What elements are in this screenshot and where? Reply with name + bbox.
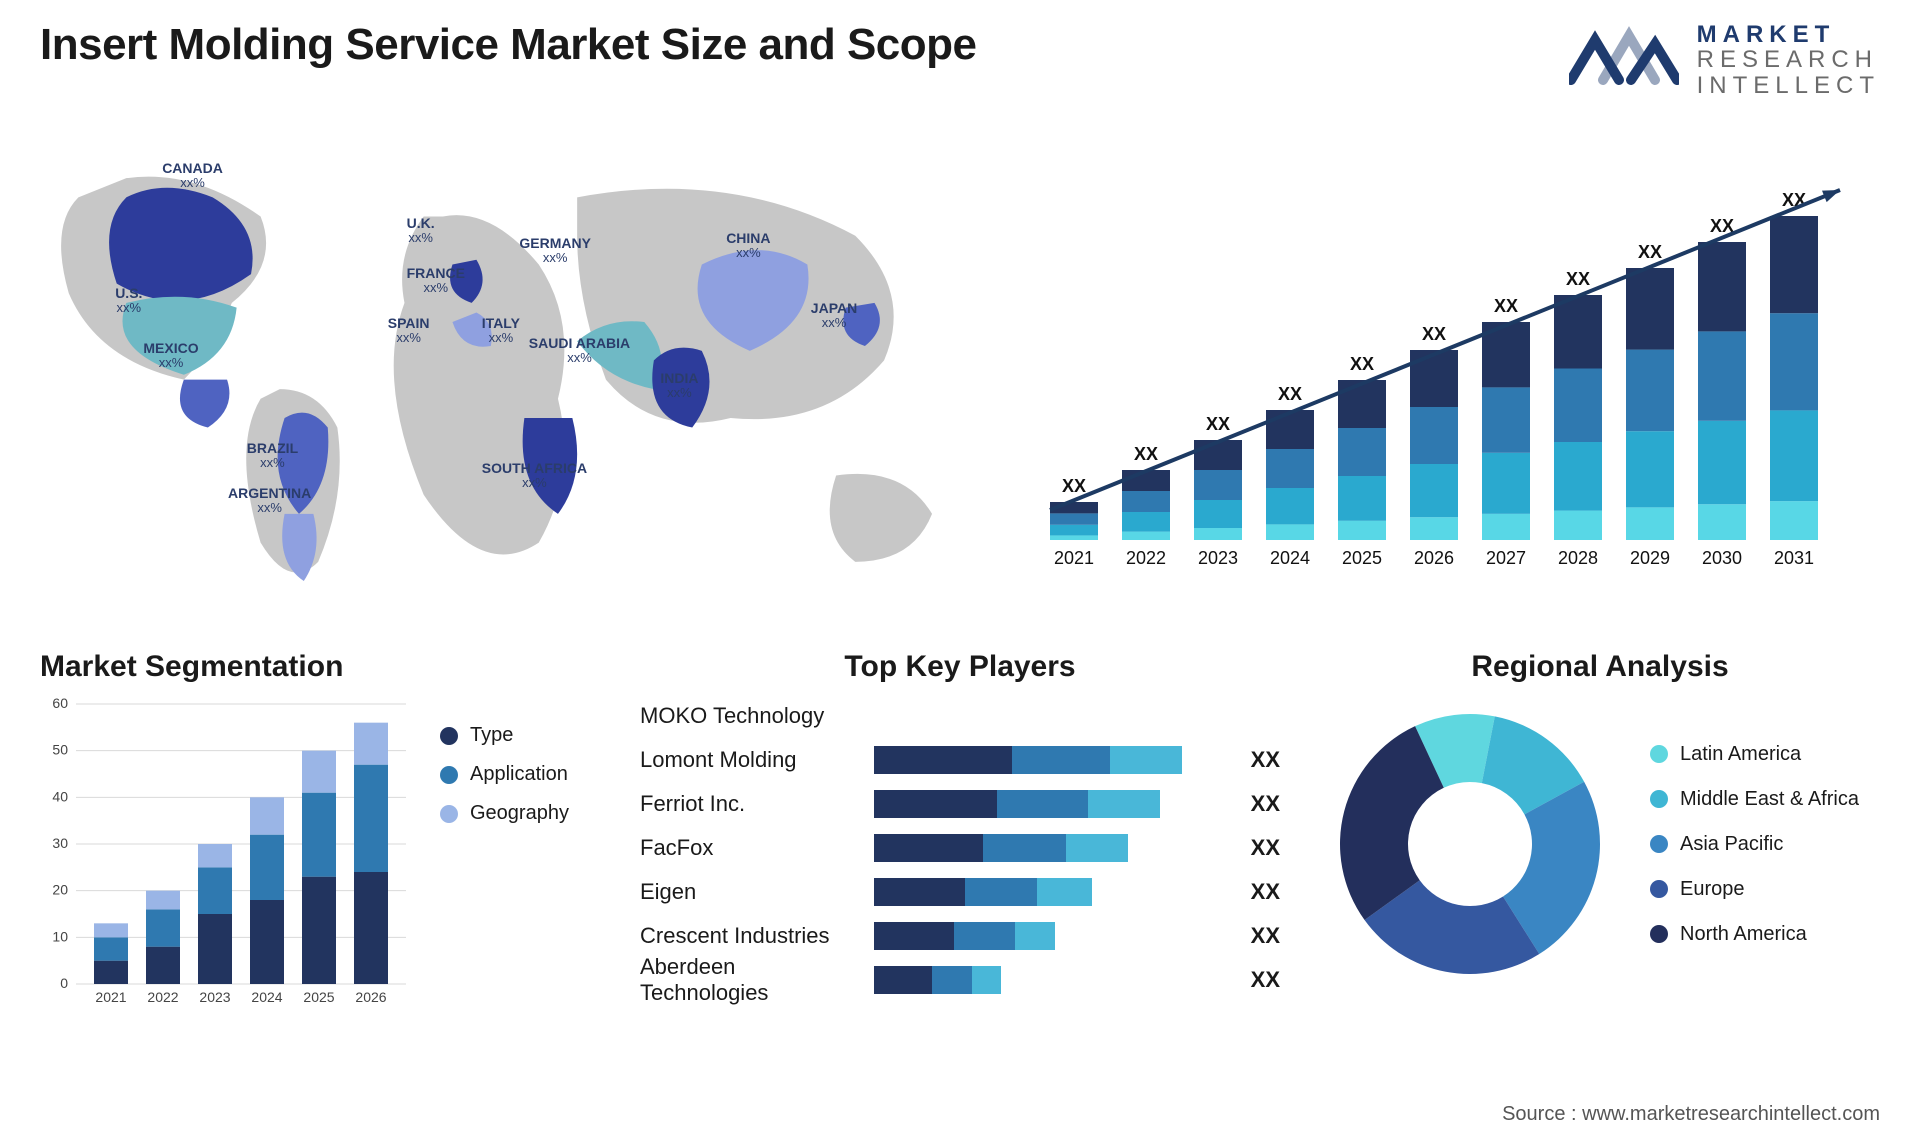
map-label: SOUTH AFRICAxx% — [482, 460, 587, 491]
svg-text:2025: 2025 — [1342, 548, 1382, 568]
players-title: Top Key Players — [640, 650, 1280, 684]
svg-text:2026: 2026 — [1414, 548, 1454, 568]
segmentation-title: Market Segmentation — [40, 650, 600, 684]
player-row: EigenXX — [640, 870, 1280, 914]
map-label: GERMANYxx% — [519, 235, 591, 266]
svg-text:2031: 2031 — [1774, 548, 1814, 568]
svg-text:XX: XX — [1494, 296, 1518, 316]
svg-text:2028: 2028 — [1558, 548, 1598, 568]
legend-item: Latin America — [1650, 743, 1859, 766]
map-label: ITALYxx% — [482, 315, 520, 346]
regional-panel: Regional Analysis Latin America Middle Ea… — [1320, 650, 1880, 1014]
svg-text:60: 60 — [52, 695, 68, 711]
legend-item: Application — [440, 763, 569, 786]
growth-chart: XX 2021 XX 2022 XX 2023 XX 2024 XX 2025 XX 2026 XX 20… — [1020, 120, 1880, 620]
svg-text:XX: XX — [1206, 414, 1230, 434]
player-row: Crescent IndustriesXX — [640, 914, 1280, 958]
brand-line2: RESEARCH — [1697, 47, 1880, 72]
segmentation-chart: 0 10 20 30 40 50 60 2021 2022 2023 2024 2025 2026 — [40, 694, 420, 1014]
legend-item: Europe — [1650, 878, 1859, 901]
legend-item: North America — [1650, 923, 1859, 946]
regional-donut — [1320, 694, 1620, 994]
svg-text:2022: 2022 — [147, 989, 178, 1005]
map-label: U.K.xx% — [407, 215, 435, 246]
legend-item: Middle East & Africa — [1650, 788, 1859, 811]
player-row: FacFoxXX — [640, 826, 1280, 870]
brand-line1: MARKET — [1697, 22, 1880, 47]
svg-text:XX: XX — [1350, 354, 1374, 374]
svg-text:2027: 2027 — [1486, 548, 1526, 568]
brand-line3: INTELLECT — [1697, 73, 1880, 98]
svg-text:2023: 2023 — [1198, 548, 1238, 568]
players-list: MOKO TechnologyLomont MoldingXXFerriot I… — [640, 694, 1280, 1002]
svg-text:2021: 2021 — [1054, 548, 1094, 568]
svg-text:XX: XX — [1422, 324, 1446, 344]
map-label: BRAZILxx% — [247, 440, 298, 471]
svg-text:2024: 2024 — [251, 989, 282, 1005]
world-map: CANADAxx% U.S.xx%MEXICOxx% BRAZILxx% ARGENT… — [40, 120, 980, 620]
map-label: MEXICOxx% — [143, 340, 198, 371]
players-panel: Top Key Players MOKO TechnologyLomont Mo… — [640, 650, 1280, 1014]
svg-text:2029: 2029 — [1630, 548, 1670, 568]
map-label: ARGENTINAxx% — [228, 485, 311, 516]
svg-text:2023: 2023 — [199, 989, 230, 1005]
svg-text:50: 50 — [52, 742, 68, 758]
segmentation-legend: Type Application Geography — [440, 724, 569, 1014]
svg-text:2026: 2026 — [355, 989, 386, 1005]
source-attribution: Source : www.marketresearchintellect.com — [1502, 1103, 1880, 1126]
map-label: CANADAxx% — [162, 160, 223, 191]
page-title: Insert Molding Service Market Size and S… — [40, 20, 977, 70]
growth-chart-svg: XX 2021 XX 2022 XX 2023 XX 2024 XX 2025 XX 2026 XX 20… — [1020, 120, 1860, 580]
player-row: Aberdeen TechnologiesXX — [640, 958, 1280, 1002]
player-row: MOKO Technology — [640, 694, 1280, 738]
svg-text:2025: 2025 — [303, 989, 334, 1005]
svg-text:2022: 2022 — [1126, 548, 1166, 568]
svg-text:40: 40 — [52, 788, 68, 804]
map-label: CHINAxx% — [726, 230, 770, 261]
svg-text:0: 0 — [60, 975, 68, 991]
map-label: U.S.xx% — [115, 285, 142, 316]
legend-item: Geography — [440, 802, 569, 825]
brand-mark-icon — [1569, 20, 1679, 100]
svg-text:XX: XX — [1278, 384, 1302, 404]
svg-text:XX: XX — [1062, 476, 1086, 496]
svg-text:2030: 2030 — [1702, 548, 1742, 568]
svg-text:2021: 2021 — [95, 989, 126, 1005]
regional-title: Regional Analysis — [1320, 650, 1880, 684]
svg-text:XX: XX — [1134, 444, 1158, 464]
svg-text:XX: XX — [1566, 269, 1590, 289]
regional-legend: Latin America Middle East & Africa Asia Pa… — [1650, 743, 1859, 946]
legend-item: Asia Pacific — [1650, 833, 1859, 856]
map-label: SAUDI ARABIAxx% — [529, 335, 630, 366]
svg-text:2024: 2024 — [1270, 548, 1310, 568]
svg-text:XX: XX — [1638, 242, 1662, 262]
svg-text:20: 20 — [52, 882, 68, 898]
player-row: Ferriot Inc.XX — [640, 782, 1280, 826]
map-label: JAPANxx% — [811, 300, 857, 331]
map-label: FRANCExx% — [407, 265, 465, 296]
player-row: Lomont MoldingXX — [640, 738, 1280, 782]
svg-text:10: 10 — [52, 928, 68, 944]
segmentation-panel: Market Segmentation 0 10 20 30 40 50 60 2021 202… — [40, 650, 600, 1014]
map-label: INDIAxx% — [660, 370, 698, 401]
map-label: SPAINxx% — [388, 315, 430, 346]
legend-item: Type — [440, 724, 569, 747]
brand-logo: MARKET RESEARCH INTELLECT — [1569, 20, 1880, 100]
svg-text:30: 30 — [52, 835, 68, 851]
